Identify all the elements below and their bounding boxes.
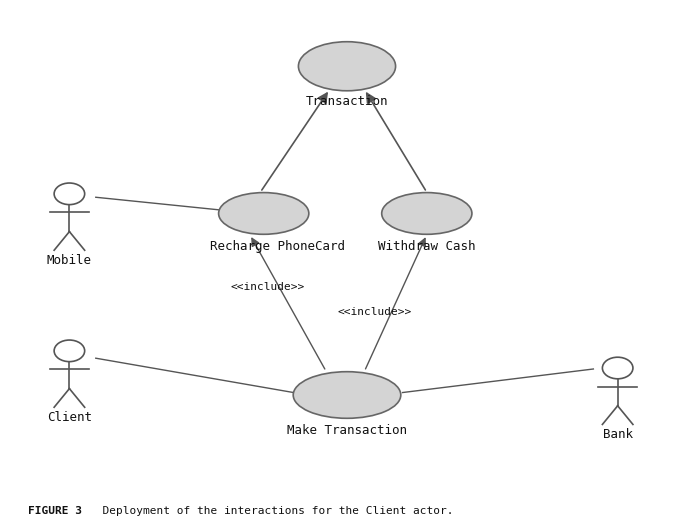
Ellipse shape [294,372,400,418]
Text: Make Transaction: Make Transaction [287,424,407,437]
Text: FIGURE 3: FIGURE 3 [28,506,82,516]
Text: Recharge PhoneCard: Recharge PhoneCard [210,241,345,254]
Ellipse shape [382,193,472,234]
Text: <<include>>: <<include>> [230,282,304,292]
Text: Deployment of the interactions for the Client actor.: Deployment of the interactions for the C… [89,506,453,516]
Text: Mobile: Mobile [47,254,92,267]
Text: Bank: Bank [602,429,633,442]
Text: Transaction: Transaction [306,94,388,108]
Text: <<include>>: <<include>> [338,306,412,316]
Ellipse shape [219,193,309,234]
Text: Withdraw Cash: Withdraw Cash [378,241,475,254]
Ellipse shape [298,42,396,91]
Text: Client: Client [47,411,92,424]
